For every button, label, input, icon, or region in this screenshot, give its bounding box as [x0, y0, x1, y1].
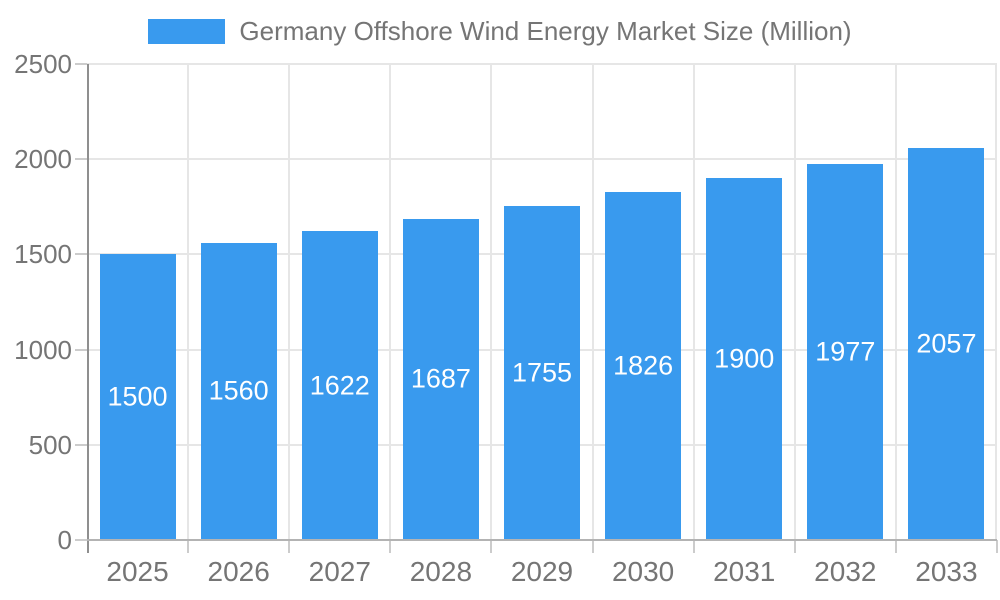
x-tick-label: 2032: [814, 556, 877, 587]
y-axis-line: [87, 64, 89, 553]
bar-value-label: 1560: [208, 375, 269, 406]
bar-value-label: 1900: [714, 343, 775, 374]
x-tick-label: 2030: [611, 556, 675, 587]
v-gridline: [895, 64, 897, 540]
bar-value-label: 1826: [613, 350, 674, 381]
y-tick-mark: [75, 539, 87, 541]
legend-label: Germany Offshore Wind Energy Market Size…: [239, 15, 852, 46]
x-tick-mark: [288, 540, 290, 553]
y-tick-label: 500: [28, 429, 72, 460]
bar-value-label: 1687: [410, 363, 471, 394]
x-tick-label: 2026: [207, 556, 270, 587]
v-gridline: [592, 64, 594, 540]
bar[interactable]: 1500: [99, 254, 176, 540]
h-gridline: [87, 63, 997, 65]
bar[interactable]: 1755: [504, 205, 580, 540]
y-tick-mark: [75, 158, 87, 161]
v-gridline: [995, 64, 997, 540]
y-tick-label: 1500: [14, 239, 72, 270]
bar-value-label: 1500: [107, 381, 168, 412]
x-tick-mark: [693, 540, 695, 553]
x-tick-label: 2033: [915, 556, 978, 587]
bar-value-label: 1977: [815, 336, 876, 367]
v-gridline: [288, 64, 290, 540]
y-tick-label: 2500: [14, 49, 72, 79]
v-gridline: [693, 64, 695, 540]
h-gridline: [87, 158, 997, 161]
y-tick-label: 2000: [14, 144, 72, 175]
bar[interactable]: 1900: [706, 178, 783, 540]
y-tick-mark: [75, 253, 87, 256]
y-tick-mark: [75, 348, 87, 351]
x-axis-baseline: [87, 539, 997, 541]
x-tick-mark: [592, 540, 594, 553]
bar[interactable]: 1622: [301, 231, 378, 540]
y-tick-mark: [75, 63, 87, 65]
v-gridline: [490, 64, 492, 540]
legend: Germany Offshore Wind Energy Market Size…: [0, 14, 1000, 48]
x-tick-mark: [490, 540, 492, 553]
y-tick-label: 1000: [14, 334, 72, 365]
v-gridline: [794, 64, 796, 540]
bar-value-label: 2057: [916, 328, 977, 359]
x-tick-mark: [187, 540, 189, 553]
x-tick-label: 2028: [409, 556, 473, 587]
bar-value-label: 1755: [511, 357, 573, 388]
x-tick-mark: [996, 540, 998, 553]
v-gridline: [389, 64, 391, 540]
bar[interactable]: 1826: [605, 192, 682, 540]
x-tick-label: 2027: [308, 556, 371, 587]
bar[interactable]: 2057: [908, 148, 985, 540]
x-tick-mark: [794, 540, 796, 553]
plot-area: 1500 1560 1622 1687 1755 1826 1900 1977 2057: [75, 63, 998, 553]
bar-value-label: 1622: [309, 370, 370, 401]
y-tick-label: 0: [57, 525, 72, 555]
bar[interactable]: 1977: [807, 163, 884, 540]
legend-swatch: [148, 18, 226, 44]
y-tick-mark: [75, 443, 87, 446]
x-tick-label: 2029: [510, 556, 574, 587]
v-gridline: [187, 64, 189, 540]
x-tick-mark: [895, 540, 897, 553]
x-tick-label: 2025: [106, 556, 169, 587]
x-tick-label: 2031: [713, 556, 776, 587]
x-tick-mark: [389, 540, 391, 553]
bar[interactable]: 1560: [200, 242, 277, 540]
bar[interactable]: 1687: [402, 218, 479, 540]
